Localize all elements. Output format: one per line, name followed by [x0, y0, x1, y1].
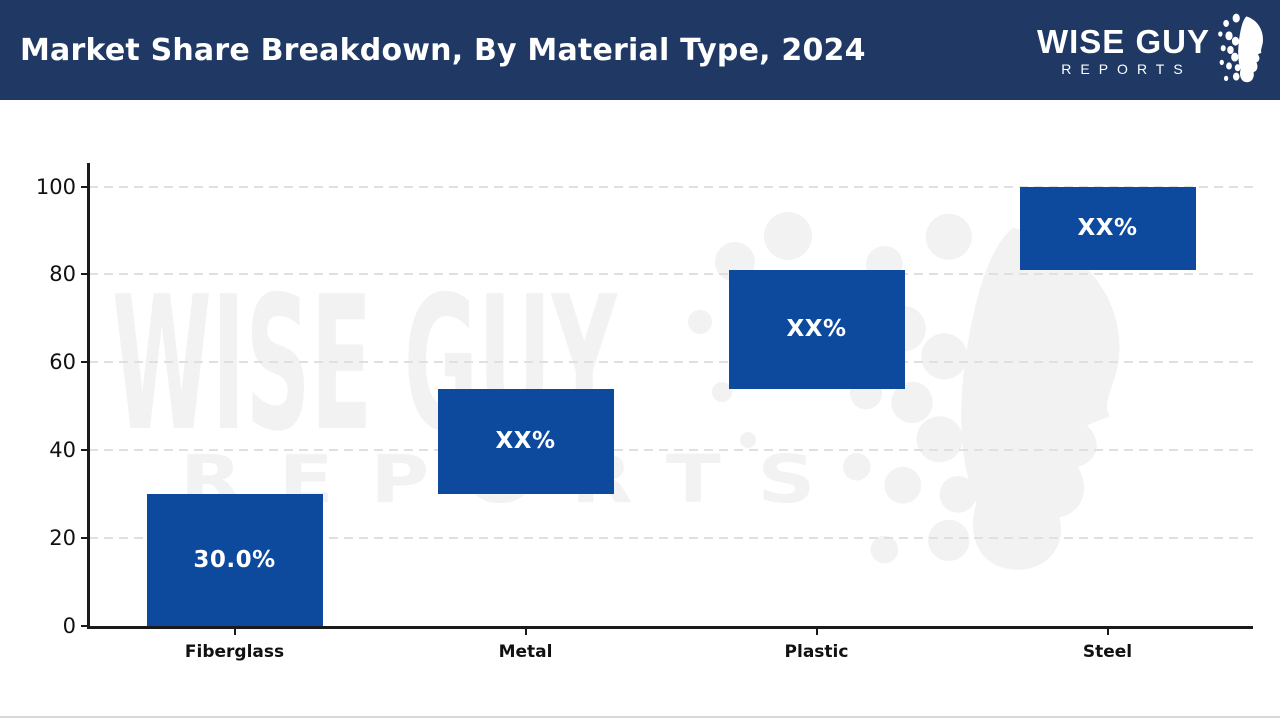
x-tick-label-fiberglass: Fiberglass [184, 642, 285, 662]
y-tickmark-100 [81, 185, 87, 188]
y-tick-label-60: 60 [49, 350, 76, 375]
y-tick-label-80: 80 [49, 262, 76, 287]
y-tick-label-0: 0 [62, 614, 76, 638]
gridline-40 [89, 449, 1253, 452]
gridline-20 [89, 537, 1253, 540]
bar-metal: XX% [437, 388, 614, 495]
gridline-60 [89, 361, 1253, 364]
y-tickmark-20 [81, 537, 87, 540]
bar-value-label-plastic: XX% [786, 316, 847, 343]
y-tickmark-80 [81, 273, 87, 276]
logo-wordmark: WISE GUY [1036, 22, 1210, 60]
y-tickmark-0 [81, 625, 87, 627]
header-bar: Market Share Breakdown, By Material Type… [0, 0, 1280, 100]
x-tickmark-steel [1106, 629, 1109, 635]
bar-steel: XX% [1019, 186, 1196, 271]
y-tickmark-40 [81, 449, 87, 452]
y-tick-label-20: 20 [49, 526, 76, 551]
bar-fiberglass: 30.0% [146, 494, 323, 626]
bar-value-label-fiberglass: 30.0% [193, 547, 276, 574]
x-tick-label-metal: Metal [498, 642, 553, 662]
bar-value-label-metal: XX% [495, 428, 556, 455]
x-tick-label-steel: Steel [1082, 642, 1133, 662]
x-tick-label-plastic: Plastic [784, 642, 849, 662]
bar-value-label-steel: XX% [1077, 215, 1138, 242]
x-axis-line [87, 626, 1253, 629]
x-tickmark-metal [524, 629, 527, 635]
bar-plastic: XX% [728, 270, 905, 389]
wise-guy-logo: WISE GUY REPORTS [1037, 0, 1268, 100]
x-tickmark-plastic [815, 629, 818, 635]
chart-title: Market Share Breakdown, By Material Type… [20, 32, 866, 68]
y-tick-label-100: 100 [35, 174, 76, 199]
logo-head-icon [1218, 13, 1264, 83]
logo-subtext: REPORTS [1061, 60, 1192, 77]
y-tick-label-40: 40 [49, 438, 76, 463]
bottom-border [0, 716, 1280, 718]
x-tickmark-fiberglass [233, 629, 236, 635]
y-tickmark-60 [81, 361, 87, 364]
gridline-100 [89, 185, 1253, 188]
y-axis-line [87, 163, 90, 629]
gridline-80 [89, 273, 1253, 276]
